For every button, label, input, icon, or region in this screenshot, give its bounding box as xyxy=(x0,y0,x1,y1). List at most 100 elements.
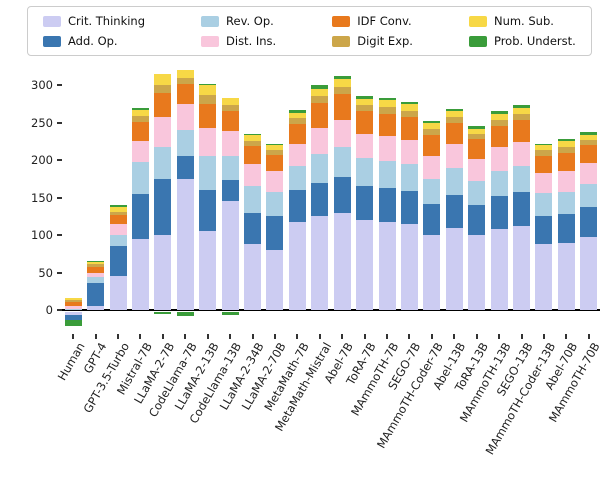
bar-segment-prob-underst xyxy=(468,126,486,129)
bar-segment-dist-ins xyxy=(580,163,598,184)
bar-segment-idf-conv xyxy=(199,103,217,128)
bar-segment-idf-conv xyxy=(221,111,239,131)
bar-segment-digit-exp xyxy=(288,118,306,124)
bar-segment-dist-ins xyxy=(378,136,396,161)
bar-segment-add-op xyxy=(557,214,575,243)
bar-segment-num-sub xyxy=(445,111,463,118)
bar-segment-crit-thinking xyxy=(64,312,82,315)
bar-segment-rev-op xyxy=(580,184,598,207)
bar-segment-digit-exp xyxy=(580,139,598,145)
bar-segment-dist-ins xyxy=(513,142,531,166)
legend-item-num-sub: Num. Sub. xyxy=(468,14,576,28)
bar-segment-digit-exp xyxy=(468,133,486,139)
bar-segment-dist-ins xyxy=(87,272,105,277)
bar-segment-idf-conv xyxy=(333,94,351,120)
bar-segment-rev-op xyxy=(154,147,172,179)
bar-segment-num-sub xyxy=(356,98,374,106)
x-tick-mark xyxy=(206,334,209,339)
bar-segment-dist-ins xyxy=(423,156,441,179)
bar-segment-num-sub xyxy=(176,70,194,79)
bar-segment-add-op xyxy=(288,190,306,222)
x-tick-mark xyxy=(273,334,276,339)
bar-segment-prob-underst xyxy=(176,312,194,316)
bar-segment-add-op xyxy=(378,187,396,222)
bar-segment-crit-thinking xyxy=(490,229,508,310)
bar-segment-num-sub xyxy=(244,135,262,141)
bar-segment-idf-conv xyxy=(266,154,284,172)
legend-label: Prob. Underst. xyxy=(493,34,576,48)
legend-swatch-icon xyxy=(43,35,61,47)
y-tick-label: 100 xyxy=(31,228,53,242)
bar-segment-rev-op xyxy=(131,162,149,194)
bar-segment-idf-conv xyxy=(154,92,172,118)
bar-segment-digit-exp xyxy=(557,146,575,153)
bar-segment-digit-exp xyxy=(109,211,127,215)
bar-segment-dist-ins xyxy=(400,139,418,164)
y-tick-mark xyxy=(57,309,62,311)
y-tick-mark xyxy=(57,159,62,161)
bar-segment-rev-op xyxy=(311,154,329,183)
y-tick-mark xyxy=(57,271,62,274)
legend-label: IDF Conv. xyxy=(357,14,412,28)
bar-segment-prob-underst xyxy=(423,121,441,124)
bar-segment-digit-exp xyxy=(87,264,105,267)
legend-swatch-icon xyxy=(468,15,487,27)
bar-segment-idf-conv xyxy=(131,121,149,142)
bar-segment-crit-thinking xyxy=(199,231,217,310)
bar-segment-dist-ins xyxy=(445,144,463,169)
bar-segment-add-op xyxy=(244,212,262,244)
bar-segment-dist-ins xyxy=(356,133,374,158)
y-tick-label: 50 xyxy=(38,265,53,280)
bar-segment-idf-conv xyxy=(378,113,396,136)
bar-segment-digit-exp xyxy=(535,150,553,156)
bar-segment-digit-exp xyxy=(490,119,508,126)
legend-swatch-icon xyxy=(201,35,220,47)
bar-segment-rev-op xyxy=(423,178,441,204)
bar-segment-digit-exp xyxy=(176,78,194,85)
bar-segment-digit-exp xyxy=(154,85,172,93)
bar-segment-digit-exp xyxy=(378,106,396,114)
bar-segment-prob-underst xyxy=(288,109,306,113)
bar-segment-idf-conv xyxy=(580,145,598,163)
x-tick-mark xyxy=(184,334,187,339)
bar-segment-crit-thinking xyxy=(535,244,553,310)
bar-segment-digit-exp xyxy=(400,110,418,118)
bar-segment-num-sub xyxy=(221,97,239,106)
bar-segment-rev-op xyxy=(490,170,508,196)
x-axis-baseline xyxy=(62,309,600,311)
bar-segment-idf-conv xyxy=(535,155,553,173)
bar-segment-prob-underst xyxy=(154,312,172,314)
bar-segment-add-op xyxy=(445,194,463,228)
bar-segment-add-op xyxy=(356,186,374,220)
bar-segment-prob-underst xyxy=(199,83,217,85)
bar-segment-add-op xyxy=(580,206,598,237)
bar-segment-prob-underst xyxy=(445,109,463,112)
bar-segment-idf-conv xyxy=(109,214,127,224)
bar-segment-add-op xyxy=(199,190,217,232)
legend-swatch-icon xyxy=(468,35,487,47)
x-tick-mark xyxy=(520,334,523,339)
legend-item-crit-thinking: Crit. Thinking xyxy=(43,14,145,28)
bar-segment-num-sub xyxy=(580,134,598,140)
bar-segment-add-op xyxy=(266,216,284,250)
bar-segment-dist-ins xyxy=(288,143,306,166)
bar-segment-num-sub xyxy=(490,113,508,120)
x-tick-mark xyxy=(341,334,344,339)
bar-segment-dist-ins xyxy=(266,171,284,193)
bar-segment-dist-ins xyxy=(221,130,239,157)
legend-label: Add. Op. xyxy=(68,34,118,48)
bar-segment-idf-conv xyxy=(64,301,82,306)
bar-segment-rev-op xyxy=(468,181,486,205)
bar-segment-crit-thinking xyxy=(513,226,531,310)
x-tick-mark xyxy=(117,334,120,339)
bar-segment-digit-exp xyxy=(445,117,463,124)
bar-segment-crit-thinking xyxy=(266,250,284,310)
bar-segment-num-sub xyxy=(513,107,531,115)
bar-segment-add-op xyxy=(64,315,82,320)
bar-segment-crit-thinking xyxy=(176,178,194,310)
y-tick-mark xyxy=(57,121,62,124)
bar-segment-prob-underst xyxy=(580,132,598,135)
bar-segment-crit-thinking xyxy=(311,216,329,310)
x-tick-mark xyxy=(565,334,568,339)
